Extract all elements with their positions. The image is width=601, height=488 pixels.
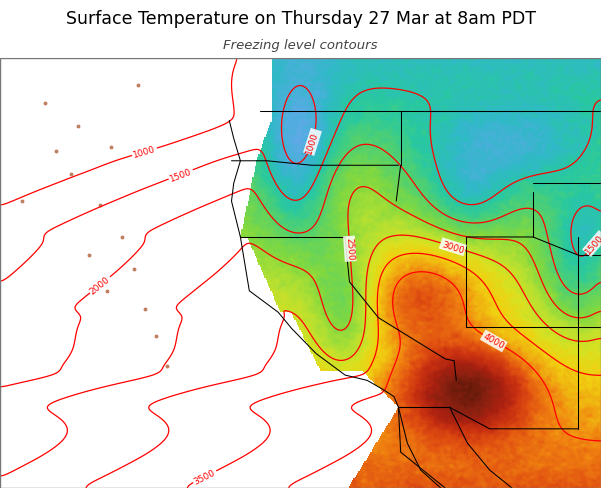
Text: 1000: 1000 xyxy=(132,145,157,160)
Text: 3000: 3000 xyxy=(441,240,465,255)
Text: 2000: 2000 xyxy=(88,275,112,296)
Text: Surface Temperature on Thursday 27 Mar at 8am PDT: Surface Temperature on Thursday 27 Mar a… xyxy=(66,10,535,28)
Text: 1000: 1000 xyxy=(305,130,320,155)
Text: 3500: 3500 xyxy=(192,468,217,486)
Text: 1500: 1500 xyxy=(584,232,601,256)
Text: 2500: 2500 xyxy=(344,238,355,261)
Text: 4000: 4000 xyxy=(481,332,506,351)
Text: Freezing level contours: Freezing level contours xyxy=(223,39,378,52)
Text: 1500: 1500 xyxy=(168,167,193,183)
